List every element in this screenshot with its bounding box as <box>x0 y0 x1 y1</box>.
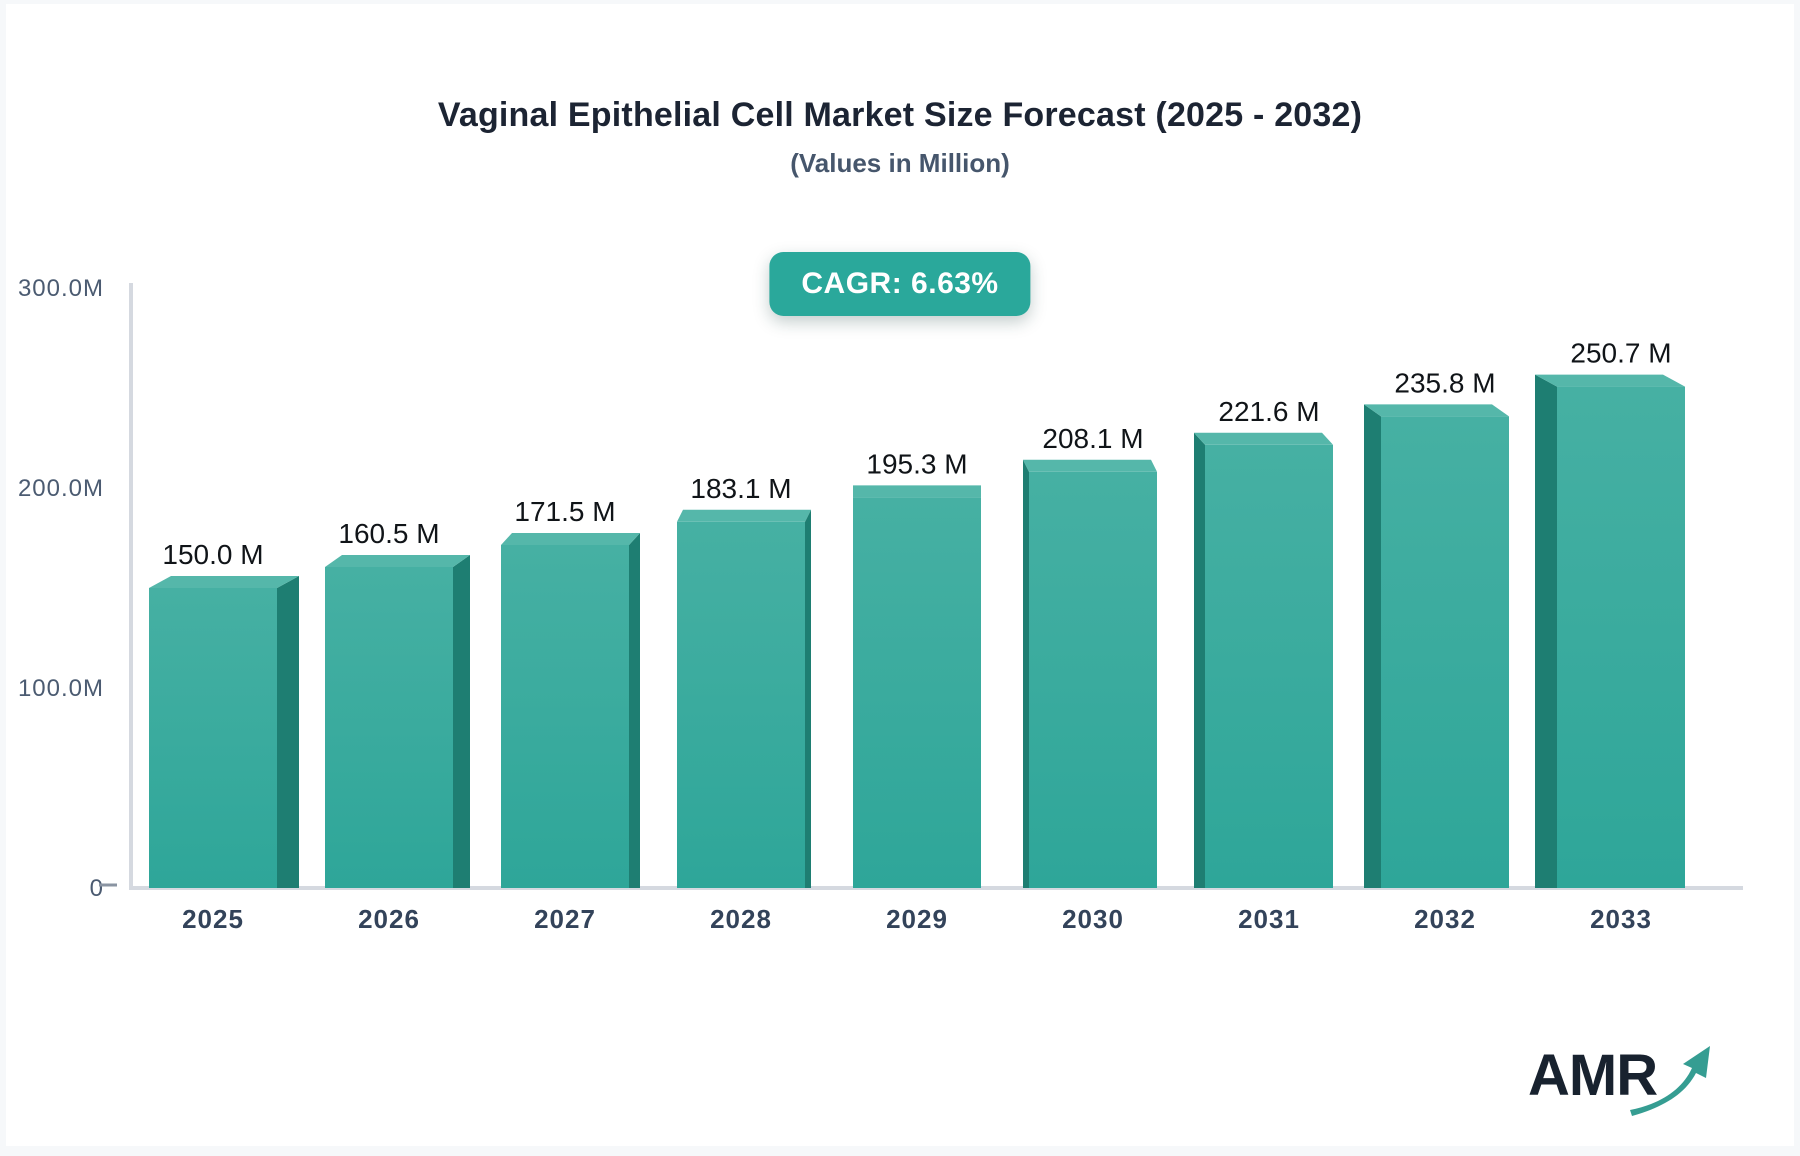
bar-side-face <box>805 509 811 888</box>
bar-value-label: 195.3 M <box>866 448 967 479</box>
bar-top-face <box>325 555 470 567</box>
x-axis-tick-label: 2031 <box>1238 904 1300 934</box>
bar-value-label: 250.7 M <box>1570 338 1671 369</box>
bar-value-label: 183.1 M <box>690 473 791 504</box>
bar-side-face <box>1194 432 1205 888</box>
bar-top-face <box>853 485 981 498</box>
x-axis-tick-label: 2027 <box>534 904 596 934</box>
y-axis-tick-label: 200.0M <box>18 475 104 502</box>
bar-front-face <box>501 545 629 888</box>
amr-logo-text: AMR <box>1528 1043 1658 1108</box>
bar-group-2030 <box>1023 459 1157 888</box>
bar-group-2029 <box>853 485 981 888</box>
x-axis-tick-label: 2028 <box>710 904 772 934</box>
bar-group-2032 <box>1364 404 1509 888</box>
chart-subtitle: (Values in Million) <box>790 148 1010 178</box>
bar-top-face <box>1364 404 1509 417</box>
x-axis-tick-label: 2030 <box>1062 904 1124 934</box>
bar-group-2033 <box>1535 374 1685 889</box>
bar-front-face <box>1029 471 1157 888</box>
bar-front-face <box>1557 386 1685 888</box>
bar-value-label: 150.0 M <box>162 539 263 570</box>
bar-front-face <box>149 588 277 888</box>
bar-top-face <box>149 576 299 588</box>
y-axis-tick-label: 0 <box>90 875 104 902</box>
bar-top-face <box>1023 459 1157 472</box>
bar-group-2026 <box>325 555 470 888</box>
bar-top-face <box>501 533 640 545</box>
chart-title: Vaginal Epithelial Cell Market Size Fore… <box>437 96 1363 134</box>
amr-logo: AMR <box>1528 1034 1728 1124</box>
bar-group-2025 <box>149 576 299 888</box>
x-axis-tick-label: 2029 <box>886 904 948 934</box>
x-axis-tick-label: 2025 <box>182 904 244 934</box>
bar-side-face <box>629 533 640 888</box>
y-axis-tick-label: 100.0M <box>18 675 104 702</box>
cagr-badge: CAGR: 6.63% <box>769 252 1031 316</box>
bar-side-face <box>1535 374 1557 889</box>
x-axis-tick-label: 2026 <box>358 904 420 934</box>
bar-value-label: 221.6 M <box>1218 396 1319 427</box>
bar-side-face <box>1364 404 1381 888</box>
bar-value-label: 208.1 M <box>1042 423 1143 454</box>
bar-front-face <box>325 567 453 888</box>
bar-value-label: 235.8 M <box>1394 367 1495 398</box>
bar-front-face <box>677 521 805 888</box>
bar-side-face <box>453 555 470 888</box>
bar-front-face <box>1381 416 1509 888</box>
x-axis-tick-label: 2032 <box>1414 904 1476 934</box>
bar-side-face <box>277 576 299 888</box>
bar-top-face <box>1194 432 1333 445</box>
bar-top-face <box>1535 374 1685 387</box>
bar-group-2028 <box>677 509 811 888</box>
growth-arrow-icon <box>1630 1046 1710 1116</box>
bar-group-2031 <box>1194 432 1333 888</box>
bar-value-label: 171.5 M <box>514 496 615 527</box>
bar-top-face <box>677 509 811 522</box>
bar-value-label: 160.5 M <box>338 518 439 549</box>
bar-front-face <box>853 497 981 888</box>
bar-side-face <box>1023 459 1029 888</box>
bar-front-face <box>1205 444 1333 888</box>
x-axis-tick-label: 2033 <box>1590 904 1652 934</box>
bar-group-2027 <box>501 533 640 888</box>
y-axis-tick-label: 300.0M <box>18 275 104 302</box>
